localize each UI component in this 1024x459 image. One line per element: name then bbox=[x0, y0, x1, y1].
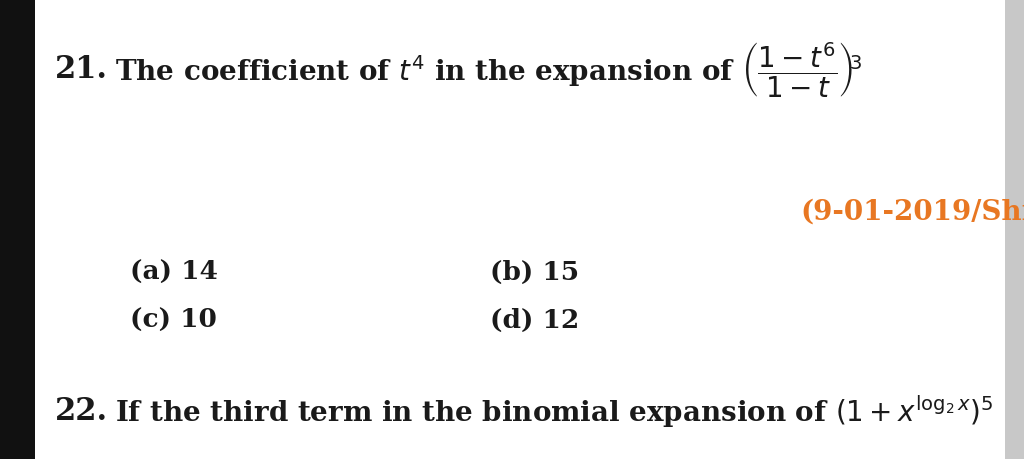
Text: 22.: 22. bbox=[55, 396, 109, 426]
Text: (a) 14: (a) 14 bbox=[130, 259, 218, 284]
Text: (c) 10: (c) 10 bbox=[130, 307, 217, 332]
Text: (b) 15: (b) 15 bbox=[490, 259, 580, 284]
Text: 21.: 21. bbox=[55, 54, 108, 85]
Text: (d) 12: (d) 12 bbox=[490, 307, 580, 332]
Bar bbox=[1005, 0, 1024, 459]
Text: If the third term in the binomial expansion of $\left(1 + x^{\log_2 x}\right)^5$: If the third term in the binomial expans… bbox=[115, 393, 993, 429]
Text: The coefficient of $t^4$ in the expansion of $\left(\dfrac{1-t^6}{1-t}\right)^{\: The coefficient of $t^4$ in the expansio… bbox=[115, 40, 862, 100]
Text: (9-01-2019/Shift-2): (9-01-2019/Shift-2) bbox=[800, 198, 1024, 225]
Bar bbox=[0, 0, 35, 459]
